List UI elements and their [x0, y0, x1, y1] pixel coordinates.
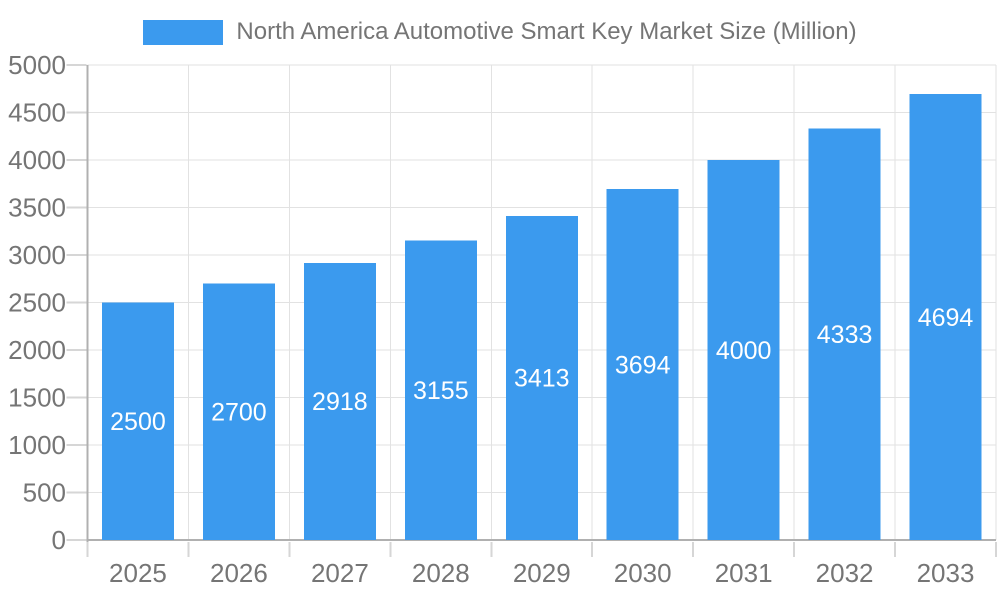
- legend-swatch: [143, 19, 224, 45]
- bar-value-label: 2918: [312, 388, 368, 416]
- y-axis-label: 1500: [8, 383, 66, 413]
- x-axis-label: 2030: [614, 558, 672, 588]
- x-axis-label: 2033: [917, 558, 975, 588]
- bar-value-label: 2700: [211, 399, 267, 427]
- x-axis-label: 2025: [109, 558, 167, 588]
- bar-2026[interactable]: [202, 283, 275, 541]
- y-axis-label: 4500: [8, 98, 66, 128]
- x-axis-label: 2032: [816, 558, 874, 588]
- y-axis-label: 3000: [8, 240, 66, 270]
- bar-value-label: 3694: [615, 351, 671, 379]
- x-axis-label: 2028: [412, 558, 470, 588]
- x-axis-label: 2027: [311, 558, 369, 588]
- bar-2033[interactable]: [909, 94, 982, 540]
- bar-2027[interactable]: [303, 262, 376, 540]
- bar-2030[interactable]: [606, 189, 679, 540]
- legend-label: North America Automotive Smart Key Marke…: [236, 18, 857, 45]
- y-axis-label: 2500: [8, 288, 66, 318]
- bar-2028[interactable]: [404, 240, 477, 540]
- y-axis-label: 3500: [8, 193, 66, 223]
- y-axis-label: 1000: [8, 430, 66, 460]
- bar-value-label: 3155: [413, 377, 469, 405]
- bar-2031[interactable]: [707, 160, 780, 540]
- y-axis-label: 5000: [8, 50, 66, 80]
- y-axis-label: 500: [23, 478, 66, 508]
- bar-2032[interactable]: [808, 128, 881, 541]
- x-axis-label: 2026: [210, 558, 268, 588]
- y-axis-label: 0: [52, 525, 66, 555]
- bar-value-label: 4694: [918, 304, 974, 332]
- bar-value-label: 2500: [110, 408, 166, 436]
- bar-value-label: 4333: [817, 321, 873, 349]
- bar-2029[interactable]: [505, 215, 578, 540]
- bar-value-label: 3413: [514, 365, 570, 393]
- legend[interactable]: North America Automotive Smart Key Marke…: [0, 18, 1000, 46]
- bar-value-label: 4000: [716, 337, 772, 365]
- y-axis-label: 4000: [8, 145, 66, 175]
- bar-2025[interactable]: [101, 302, 174, 541]
- y-axis-label: 2000: [8, 335, 66, 365]
- x-axis-label: 2029: [513, 558, 571, 588]
- x-axis-label: 2031: [715, 558, 773, 588]
